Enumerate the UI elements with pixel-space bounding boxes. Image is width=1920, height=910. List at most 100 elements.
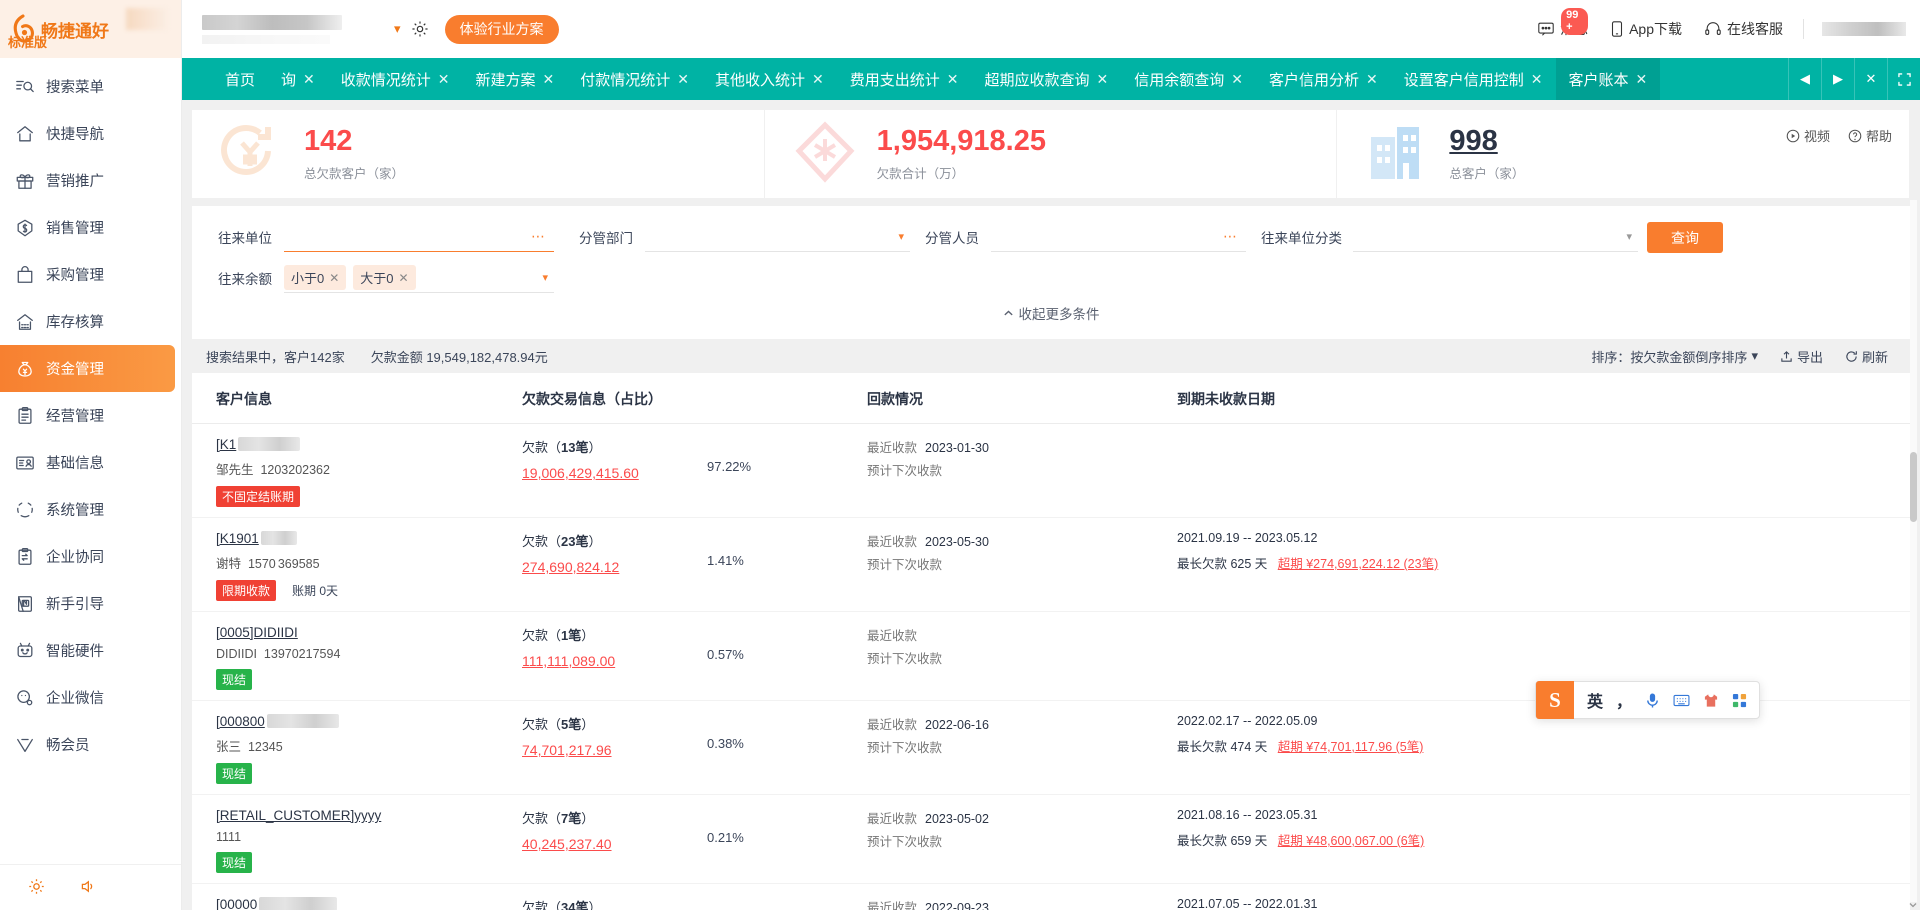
debt-amount-link[interactable]: 74,701,217.96 [522, 742, 612, 758]
topbar-link-app-download[interactable]: App下载 [1610, 19, 1682, 39]
sidebar-item-4[interactable]: 采购管理 [0, 251, 181, 298]
filter-counterparty-input[interactable]: ⋯ [284, 222, 554, 252]
tab-0[interactable]: 首页 [212, 58, 268, 100]
overdue-amount-link[interactable]: 超期 ¥74,701,117.96 (5笔) [1277, 740, 1424, 754]
customer-name-link[interactable]: [RETAIL_CUSTOMER]yyyy [216, 808, 382, 823]
sidebar-item-11[interactable]: 新手引导 [0, 580, 181, 627]
gear-icon[interactable] [411, 20, 429, 38]
table-row[interactable]: [K1 邹先生 1203202362 不固定结账期 欠款（13笔） 19,006,429… [192, 423, 1910, 518]
scrollbar-thumb[interactable] [1910, 452, 1917, 522]
account-selector[interactable] [202, 14, 342, 44]
tab-close-icon[interactable]: ✕ [946, 70, 959, 87]
tab-close-icon[interactable]: ✕ [1635, 70, 1648, 87]
more-options-icon[interactable]: ⋯ [1223, 228, 1238, 244]
ime-language-toggle[interactable]: 英 [1586, 694, 1603, 711]
debt-amount-link[interactable]: 111,111,089.00 [522, 653, 616, 669]
collapse-more-conditions-button[interactable]: 收起更多条件 [1003, 303, 1100, 323]
sidebar-item-12[interactable]: 智能硬件 [0, 627, 181, 674]
sidebar-item-14[interactable]: 畅会员 [0, 721, 181, 768]
tab-close-icon[interactable]: ✕ [677, 70, 690, 87]
debt-amount-link[interactable]: 274,690,824.12 [522, 559, 620, 575]
overdue-amount-link[interactable]: 超期 ¥48,600,067.00 (6笔) [1277, 834, 1425, 848]
ime-toolbar[interactable]: S 英 ， [1534, 681, 1760, 719]
keyboard-icon[interactable] [1673, 694, 1690, 707]
remove-tag-icon[interactable]: ✕ [398, 270, 409, 285]
tab-close-icon[interactable]: ✕ [1530, 70, 1543, 87]
table-row[interactable]: [K1901 谢特 1570 369585 限期收款 账期 0天 欠款（23笔） 274,… [192, 517, 1910, 612]
query-button[interactable]: 查询 [1647, 222, 1723, 253]
tab-7[interactable]: 超期应收款查询 ✕ [972, 58, 1122, 100]
stat-value[interactable]: 998 [1449, 124, 1498, 157]
filter-balance-tags[interactable]: 小于0 ✕ 大于0 ✕ ▾ [284, 263, 554, 293]
tab-3[interactable]: 新建方案 ✕ [463, 58, 568, 100]
remove-tag-icon[interactable]: ✕ [329, 270, 340, 285]
table-row[interactable]: [RETAIL_CUSTOMER]yyyy 1111 现结 欠款（7笔） 40,245… [192, 794, 1910, 884]
debt-amount-link[interactable]: 40,245,237.40 [522, 836, 612, 852]
scroll-down-arrow-icon[interactable] [1908, 898, 1918, 908]
overdue-amount-link[interactable]: 超期 ¥274,691,224.12 (23笔) [1277, 557, 1439, 571]
customer-name-link[interactable]: [0005]DIDIIDI [216, 625, 298, 640]
sidebar-item-5[interactable]: 库存核算 [0, 298, 181, 345]
tab-close-icon[interactable]: ✕ [303, 70, 315, 87]
microphone-icon[interactable] [1645, 692, 1660, 709]
help-link[interactable]: 帮助 [1848, 126, 1892, 145]
tab-close-icon[interactable]: ✕ [812, 70, 824, 87]
tab-8[interactable]: 信用余额查询 ✕ [1121, 58, 1256, 100]
ime-logo-icon[interactable]: S [1535, 681, 1574, 719]
user-name-redaction[interactable] [1822, 22, 1906, 36]
sidebar-item-13[interactable]: 企业微信 [0, 674, 181, 721]
tab-10[interactable]: 设置客户信用控制 ✕ [1391, 58, 1556, 100]
filter-tag-less-than-zero[interactable]: 小于0 ✕ [284, 265, 347, 290]
sidebar-item-1[interactable]: 快捷导航 [0, 110, 181, 157]
sidebar-item-7[interactable]: 经营管理 [0, 392, 181, 439]
tab-scroll-left-button[interactable]: ◀ [1788, 58, 1821, 100]
chevron-down-icon[interactable]: ▾ [542, 272, 548, 284]
refresh-button[interactable]: 刷新 [1845, 347, 1888, 366]
tab-2[interactable]: 收款情况统计 ✕ [328, 58, 463, 100]
sort-selector[interactable]: 排序：按欠款金额倒序排序 ▾ [1591, 347, 1758, 366]
customer-name-link[interactable]: [K1901 [216, 531, 259, 546]
tab-11[interactable]: 客户账本 ✕ [1555, 58, 1661, 100]
topbar-link-message[interactable]: 消息 99 + [1537, 8, 1589, 39]
tab-1[interactable]: 询 ✕ [268, 58, 328, 100]
ime-punctuation-toggle[interactable]: ， [1615, 694, 1632, 711]
sidebar-item-10[interactable]: 企业协同 [0, 533, 181, 580]
debt-amount-link[interactable]: 19,006,429,415.60 [522, 465, 639, 481]
filter-category-select[interactable]: ▾ [1353, 222, 1638, 252]
tab-9[interactable]: 客户信用分析 ✕ [1256, 58, 1391, 100]
tab-close-all-button[interactable]: ✕ [1854, 58, 1887, 100]
tab-4[interactable]: 付款情况统计 ✕ [567, 58, 702, 100]
volume-icon[interactable] [79, 878, 96, 898]
chevron-down-icon[interactable]: ▾ [394, 21, 401, 36]
export-button[interactable]: 导出 [1780, 347, 1823, 366]
filter-staff-input[interactable]: ⋯ [991, 222, 1246, 252]
tab-scroll-right-button[interactable]: ▶ [1821, 58, 1854, 100]
skin-icon[interactable] [1703, 693, 1719, 708]
chevron-down-icon[interactable]: ▾ [898, 231, 904, 243]
tab-close-icon[interactable]: ✕ [542, 70, 555, 87]
customer-name-link[interactable]: [000800 [216, 714, 265, 729]
tab-close-icon[interactable]: ✕ [1096, 70, 1109, 87]
table-row[interactable]: [0000021312 现结欠款（34笔）28,301,303.820.14%最… [192, 883, 1910, 910]
sidebar-item-8[interactable]: 基础信息 [0, 439, 181, 486]
sidebar-item-9[interactable]: 系统管理 [0, 486, 181, 533]
customer-name-link[interactable]: [00000 [216, 897, 258, 910]
tab-close-icon[interactable]: ✕ [1231, 70, 1244, 87]
tab-6[interactable]: 费用支出统计 ✕ [837, 58, 972, 100]
customer-name-link[interactable]: [K1 [216, 437, 237, 452]
settings-gear-icon[interactable] [28, 878, 45, 898]
experience-solution-button[interactable]: 体验行业方案 [444, 14, 559, 44]
tab-close-icon[interactable]: ✕ [437, 70, 450, 87]
tab-close-icon[interactable]: ✕ [1366, 70, 1378, 87]
topbar-link-online-service[interactable]: 在线客服 [1704, 19, 1783, 39]
apps-icon[interactable] [1732, 693, 1747, 708]
scrollbar-track[interactable] [1910, 200, 1917, 902]
tab-5[interactable]: 其他收入统计 ✕ [702, 58, 837, 100]
sidebar-item-3[interactable]: 销售管理 [0, 204, 181, 251]
sidebar-item-6[interactable]: 资金管理 [0, 345, 175, 392]
tab-fullscreen-button[interactable] [1887, 58, 1920, 100]
sidebar-item-2[interactable]: 营销推广 [0, 157, 181, 204]
sidebar-item-0[interactable]: 搜索菜单 [0, 63, 181, 110]
video-link[interactable]: 视频 [1786, 126, 1830, 145]
chevron-down-icon[interactable]: ▾ [1626, 231, 1632, 243]
